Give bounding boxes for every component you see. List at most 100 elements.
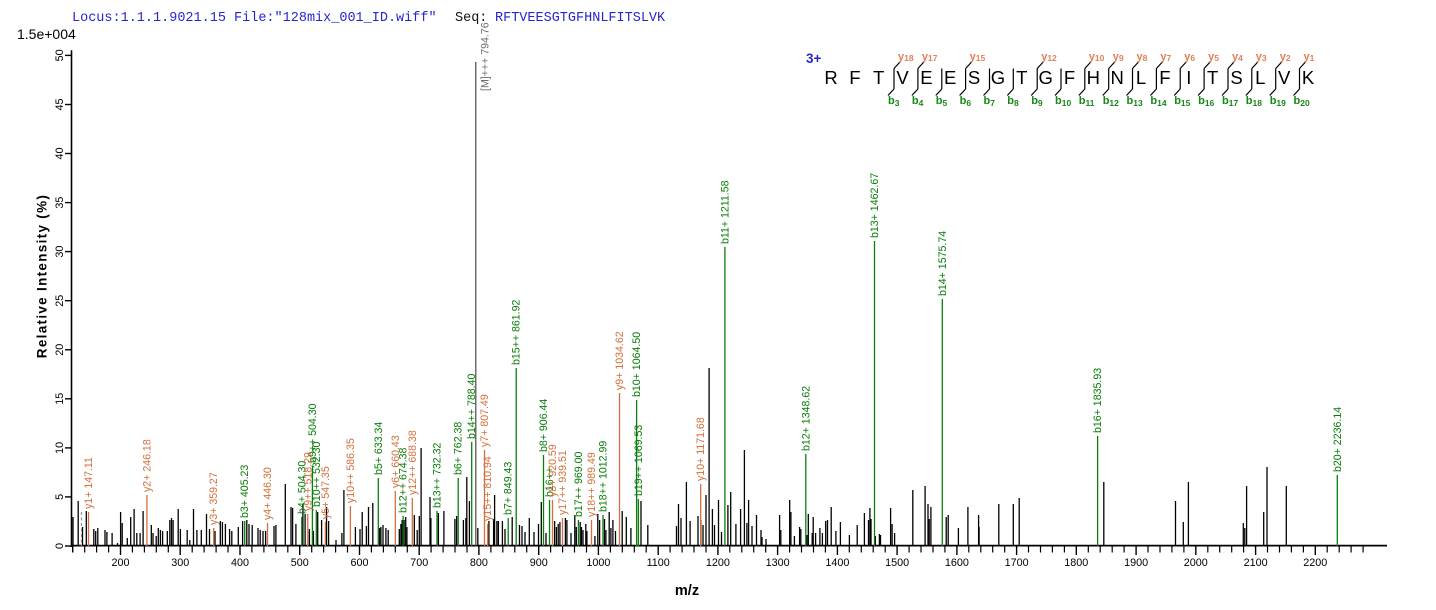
svg-text:1900: 1900 bbox=[1124, 557, 1148, 569]
svg-text:30: 30 bbox=[54, 246, 66, 258]
svg-text:y15: y15 bbox=[970, 51, 986, 63]
svg-text:G: G bbox=[1039, 67, 1053, 88]
svg-text:b9++ 504.30: b9++ 504.30 bbox=[307, 403, 319, 463]
svg-text:50: 50 bbox=[54, 49, 66, 61]
svg-text:F: F bbox=[849, 67, 860, 88]
svg-text:y9+ 1034.62: y9+ 1034.62 bbox=[614, 331, 626, 390]
svg-text:y17: y17 bbox=[922, 51, 938, 63]
svg-text:200: 200 bbox=[111, 557, 129, 569]
svg-text:b14++ 788.40: b14++ 788.40 bbox=[466, 373, 478, 439]
svg-text:b10: b10 bbox=[1055, 95, 1071, 108]
svg-text:F: F bbox=[1159, 67, 1170, 88]
svg-text:Locus:1.1.1.9021.15 File:"128m: Locus:1.1.1.9021.15 File:"128mix_001_ID.… bbox=[72, 11, 437, 26]
svg-text:y10: y10 bbox=[1089, 51, 1105, 63]
svg-text:900: 900 bbox=[530, 557, 548, 569]
svg-text:y6: y6 bbox=[1184, 51, 1195, 63]
svg-text:S: S bbox=[968, 67, 980, 88]
svg-text:b18: b18 bbox=[1246, 95, 1262, 108]
svg-text:35: 35 bbox=[54, 197, 66, 209]
svg-text:y15++ 810.94: y15++ 810.94 bbox=[482, 456, 494, 521]
svg-text:y1+ 147.11: y1+ 147.11 bbox=[83, 457, 95, 509]
svg-text:y6+ 660.43: y6+ 660.43 bbox=[390, 435, 402, 488]
svg-text:y18: y18 bbox=[898, 51, 914, 63]
svg-text:V: V bbox=[1278, 67, 1291, 88]
svg-text:b3+ 405.23: b3+ 405.23 bbox=[239, 465, 251, 518]
svg-text:y7+ 807.49: y7+ 807.49 bbox=[479, 394, 491, 447]
svg-text:1.5e+004: 1.5e+004 bbox=[17, 26, 76, 42]
svg-text:Seq:: Seq: bbox=[455, 11, 487, 26]
svg-text:E: E bbox=[944, 67, 956, 88]
svg-text:3+: 3+ bbox=[806, 51, 822, 66]
svg-text:m/z: m/z bbox=[675, 583, 699, 599]
svg-text:b3: b3 bbox=[888, 95, 900, 108]
svg-text:E: E bbox=[920, 67, 932, 88]
svg-text:y17++ 939.51: y17++ 939.51 bbox=[557, 450, 569, 515]
svg-text:b10++ 532.30: b10++ 532.30 bbox=[311, 441, 323, 507]
svg-text:b8+ 906.44: b8+ 906.44 bbox=[538, 399, 550, 452]
svg-text:b19: b19 bbox=[1270, 95, 1286, 108]
svg-text:45: 45 bbox=[54, 98, 66, 110]
svg-text:400: 400 bbox=[231, 557, 249, 569]
svg-text:1700: 1700 bbox=[1005, 557, 1029, 569]
svg-text:y8+ 920.59: y8+ 920.59 bbox=[547, 444, 559, 497]
svg-text:b7+ 849.43: b7+ 849.43 bbox=[503, 462, 515, 515]
svg-text:b10+ 1064.50: b10+ 1064.50 bbox=[631, 332, 643, 397]
svg-text:500: 500 bbox=[291, 557, 309, 569]
svg-text:y9: y9 bbox=[1113, 51, 1124, 63]
svg-text:y10++ 586.35: y10++ 586.35 bbox=[345, 438, 357, 503]
svg-text:L: L bbox=[1136, 67, 1146, 88]
svg-text:1400: 1400 bbox=[825, 557, 849, 569]
svg-text:40: 40 bbox=[54, 147, 66, 159]
svg-text:b4+ 504.30: b4+ 504.30 bbox=[296, 461, 308, 514]
svg-text:b19++ 1069.53: b19++ 1069.53 bbox=[633, 425, 645, 496]
svg-text:1500: 1500 bbox=[885, 557, 909, 569]
svg-text:b14: b14 bbox=[1150, 95, 1166, 108]
svg-text:2000: 2000 bbox=[1184, 557, 1208, 569]
svg-text:L: L bbox=[1255, 67, 1265, 88]
svg-text:y8: y8 bbox=[1137, 51, 1148, 63]
svg-text:b16+ 1835.93: b16+ 1835.93 bbox=[1092, 368, 1104, 433]
svg-text:b6+ 762.38: b6+ 762.38 bbox=[453, 422, 465, 475]
svg-text:1200: 1200 bbox=[706, 557, 730, 569]
svg-text:b15++ 861.92: b15++ 861.92 bbox=[511, 299, 523, 365]
svg-text:b9: b9 bbox=[1031, 95, 1043, 108]
svg-text:1600: 1600 bbox=[945, 557, 969, 569]
svg-text:20: 20 bbox=[54, 344, 66, 356]
svg-text:R: R bbox=[824, 67, 837, 88]
svg-text:b6: b6 bbox=[960, 95, 972, 108]
svg-text:Relative Intensity (%): Relative Intensity (%) bbox=[35, 194, 50, 358]
svg-text:K: K bbox=[1302, 67, 1315, 88]
svg-text:b17++ 969.00: b17++ 969.00 bbox=[573, 451, 585, 517]
svg-text:[M]+++ 794.76: [M]+++ 794.76 bbox=[480, 22, 492, 91]
svg-text:b15: b15 bbox=[1174, 95, 1190, 108]
svg-text:800: 800 bbox=[470, 557, 488, 569]
svg-text:V: V bbox=[896, 67, 909, 88]
svg-text:25: 25 bbox=[54, 295, 66, 307]
svg-text:700: 700 bbox=[410, 557, 428, 569]
svg-text:b11: b11 bbox=[1079, 95, 1095, 108]
svg-text:y3+ 359.27: y3+ 359.27 bbox=[208, 472, 220, 525]
svg-text:10: 10 bbox=[54, 442, 66, 454]
svg-text:b7: b7 bbox=[984, 95, 996, 108]
svg-text:b8: b8 bbox=[1007, 95, 1019, 108]
svg-text:b13+ 1462.67: b13+ 1462.67 bbox=[869, 173, 881, 238]
svg-text:T: T bbox=[1207, 67, 1218, 88]
svg-text:b13++ 732.32: b13++ 732.32 bbox=[432, 442, 444, 508]
svg-text:y10+ 1171.68: y10+ 1171.68 bbox=[695, 417, 707, 481]
svg-text:5: 5 bbox=[54, 494, 66, 500]
svg-text:b4: b4 bbox=[912, 95, 924, 108]
svg-text:y18++ 989.49: y18++ 989.49 bbox=[586, 452, 598, 517]
svg-text:b13: b13 bbox=[1127, 95, 1143, 108]
svg-text:H: H bbox=[1087, 67, 1100, 88]
svg-text:2100: 2100 bbox=[1244, 557, 1268, 569]
svg-text:b20: b20 bbox=[1294, 95, 1310, 108]
svg-text:b5+ 633.34: b5+ 633.34 bbox=[373, 422, 385, 475]
svg-text:y7: y7 bbox=[1160, 51, 1171, 63]
svg-text:N: N bbox=[1111, 67, 1124, 88]
svg-text:y2: y2 bbox=[1280, 51, 1291, 63]
svg-text:b12: b12 bbox=[1103, 95, 1119, 108]
svg-text:15: 15 bbox=[54, 393, 66, 405]
svg-text:y5: y5 bbox=[1208, 51, 1219, 63]
svg-text:b17: b17 bbox=[1222, 95, 1238, 108]
svg-text:y5+ 547.35: y5+ 547.35 bbox=[320, 466, 332, 519]
